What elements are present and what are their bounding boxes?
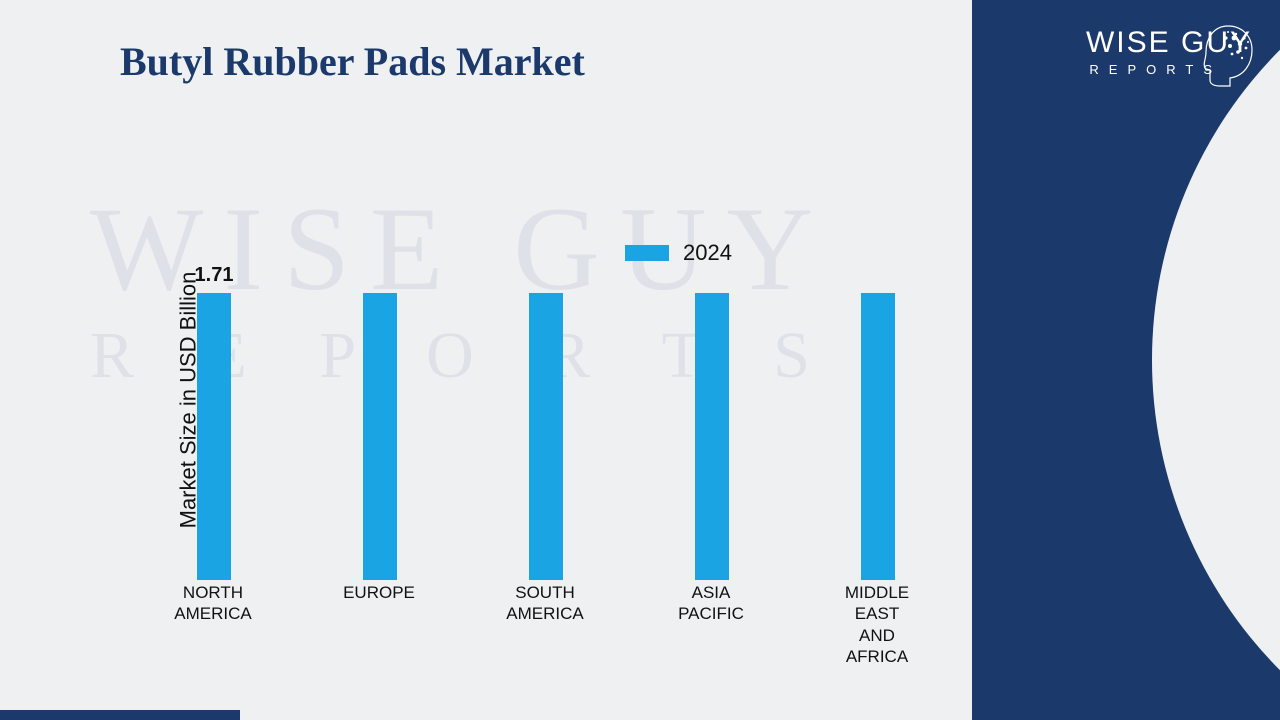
x-axis-labels: NORTHAMERICA EUROPE SOUTHAMERICA ASIAPACIFI…: [130, 582, 960, 682]
x-axis-category: SOUTHAMERICA: [470, 582, 620, 625]
right-band: [972, 0, 1280, 720]
bar: [529, 293, 563, 580]
x-axis-category: MIDDLEEASTANDAFRICA: [802, 582, 952, 667]
stage: WISE GUY R E P O R T S Butyl Rubber Pads…: [0, 0, 1280, 720]
chart-title: Butyl Rubber Pads Market: [120, 38, 585, 85]
x-axis-category: NORTHAMERICA: [138, 582, 288, 625]
bar: [363, 293, 397, 580]
circle-background: [1152, 0, 1280, 720]
x-axis-category: EUROPE: [304, 582, 454, 603]
bottom-accent-bar: [0, 710, 240, 720]
bar-value-label: 1.71: [195, 264, 234, 287]
bar: [695, 293, 729, 580]
head-icon: [1200, 24, 1256, 88]
chart-area: Market Size in USD Billion 2024 1.71 NOR…: [60, 120, 980, 680]
bar: 1.71: [197, 293, 231, 580]
x-axis-category: ASIAPACIFIC: [636, 582, 786, 625]
plot: 1.71: [130, 160, 960, 580]
bar: [861, 293, 895, 580]
brand-logo: WISE GUY REPORTS: [1086, 28, 1252, 77]
